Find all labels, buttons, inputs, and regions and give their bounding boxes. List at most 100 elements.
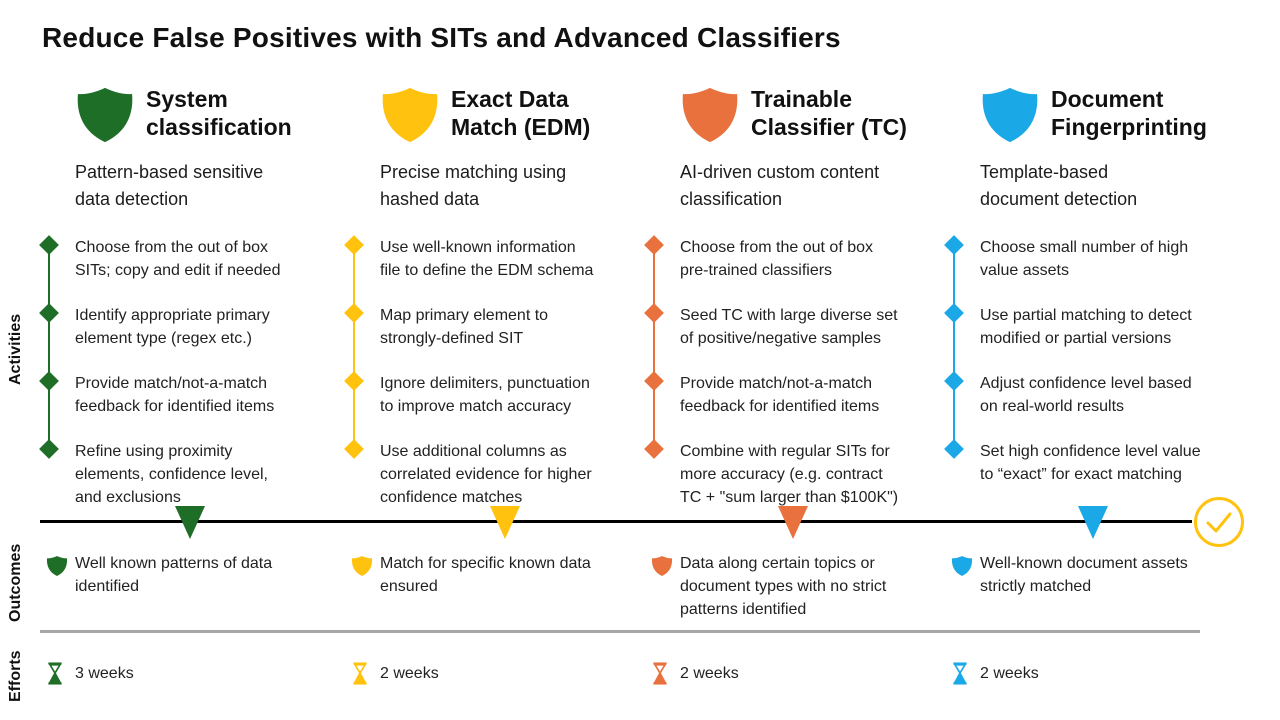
activity-text: Identify appropriate primary element typ… xyxy=(75,307,270,347)
shield-icon xyxy=(77,87,133,143)
column-subtitle: Pattern-based sensitive data detection xyxy=(75,162,264,209)
column-document-fingerprinting: Document Fingerprinting Template-based d… xyxy=(944,85,1247,508)
shield-icon xyxy=(382,87,438,143)
page-title: Reduce False Positives with SITs and Adv… xyxy=(42,22,841,53)
outcome-item: Well-known document assets strictly matc… xyxy=(945,552,1247,598)
column-header: Document Fingerprinting xyxy=(980,85,1247,143)
outcome-text: Well-known document assets strictly matc… xyxy=(980,555,1188,595)
outcome-text: Well known patterns of data identified xyxy=(75,555,273,595)
diamond-icon xyxy=(344,371,364,391)
activity-text: Refine using proximity elements, confide… xyxy=(75,443,268,506)
diamond-icon xyxy=(344,303,364,323)
activity-text: Choose from the out of box SITs; copy an… xyxy=(75,239,281,279)
arrow-down-icon xyxy=(778,506,808,539)
hourglass-icon xyxy=(653,662,667,685)
diamond-icon xyxy=(944,303,964,323)
arrow-down-icon xyxy=(1078,506,1108,539)
outcome-item: Well known patterns of data identified xyxy=(40,552,342,598)
activities-list: Choose small number of high value assets… xyxy=(944,235,1247,486)
activity-text: Choose from the out of box pre-trained c… xyxy=(680,239,873,279)
timeline-axis xyxy=(40,520,1192,523)
outcome-text: Match for specific known data ensured xyxy=(380,555,591,595)
hourglass-icon xyxy=(353,662,367,685)
column-title: Document Fingerprinting xyxy=(1051,86,1207,140)
activity-item: Map primary element to strongly-defined … xyxy=(344,303,647,382)
activity-text: Seed TC with large diverse set of positi… xyxy=(680,307,898,347)
activity-item: Use well-known information file to defin… xyxy=(344,235,647,314)
activity-item: Ignore delimiters, punctuation to improv… xyxy=(344,371,647,450)
activity-item: Combine with regular SITs for more accur… xyxy=(644,439,947,509)
activity-item: Provide match/not-a-match feedback for i… xyxy=(644,371,947,450)
diamond-icon xyxy=(644,371,664,391)
activity-item: Choose from the out of box SITs; copy an… xyxy=(39,235,342,314)
outcome-item: Data along certain topics or document ty… xyxy=(645,552,947,621)
diamond-icon xyxy=(644,439,664,459)
diamond-icon xyxy=(344,235,364,255)
activity-item: Choose small number of high value assets xyxy=(944,235,1247,314)
outcome-text: Data along certain topics or document ty… xyxy=(680,555,887,618)
diamond-icon xyxy=(344,439,364,459)
diamond-icon xyxy=(39,439,59,459)
activity-text: Use partial matching to detect modified … xyxy=(980,307,1192,347)
activity-item: Seed TC with large diverse set of positi… xyxy=(644,303,947,382)
activity-item: Refine using proximity elements, confide… xyxy=(39,439,342,509)
effort-item: 2 weeks xyxy=(645,660,947,687)
activity-text: Combine with regular SITs for more accur… xyxy=(680,443,899,506)
outcomes-label: Outcomes xyxy=(7,543,24,623)
effort-item: 2 weeks xyxy=(945,660,1247,687)
shield-icon xyxy=(682,87,738,143)
activity-text: Set high confidence level value to “exac… xyxy=(980,443,1201,483)
column-title: System classification xyxy=(146,86,292,140)
diamond-icon xyxy=(944,371,964,391)
activity-item: Provide match/not-a-match feedback for i… xyxy=(39,371,342,450)
section-divider xyxy=(40,630,1200,633)
activity-text: Map primary element to strongly-defined … xyxy=(380,307,549,347)
activity-text: Choose small number of high value assets xyxy=(980,239,1189,279)
column-header: System classification xyxy=(75,85,342,143)
column-subtitle: Precise matching using hashed data xyxy=(380,162,567,209)
column-trainable-classifier: Trainable Classifier (TC) AI-driven cust… xyxy=(644,85,947,531)
column-system-classification: System classification Pattern-based sens… xyxy=(39,85,342,531)
check-circle-icon xyxy=(1194,497,1244,547)
effort-text: 2 weeks xyxy=(680,664,739,682)
effort-item: 3 weeks xyxy=(40,660,342,687)
shield-icon xyxy=(951,556,973,576)
diamond-icon xyxy=(644,303,664,323)
activities-list: Choose from the out of box SITs; copy an… xyxy=(39,235,342,509)
column-header: Exact Data Match (EDM) xyxy=(380,85,647,143)
shield-icon xyxy=(351,556,373,576)
activity-item: Use additional columns as correlated evi… xyxy=(344,439,647,509)
activity-item: Use partial matching to detect modified … xyxy=(944,303,1247,382)
activity-text: Adjust confidence level based on real-wo… xyxy=(980,375,1192,415)
activity-item: Identify appropriate primary element typ… xyxy=(39,303,342,382)
activity-text: Provide match/not-a-match feedback for i… xyxy=(75,375,275,415)
activity-item: Adjust confidence level based on real-wo… xyxy=(944,371,1247,450)
diamond-icon xyxy=(644,235,664,255)
effort-text: 2 weeks xyxy=(380,664,439,682)
effort-text: 3 weeks xyxy=(75,664,134,682)
effort-item: 2 weeks xyxy=(345,660,647,687)
outcome-item: Match for specific known data ensured xyxy=(345,552,647,598)
activity-text: Use well-known information file to defin… xyxy=(380,239,594,279)
effort-text: 2 weeks xyxy=(980,664,1039,682)
hourglass-icon xyxy=(953,662,967,685)
shield-icon xyxy=(46,556,68,576)
shield-icon xyxy=(982,87,1038,143)
activity-text: Provide match/not-a-match feedback for i… xyxy=(680,375,880,415)
diamond-icon xyxy=(944,439,964,459)
diamond-icon xyxy=(39,371,59,391)
diamond-icon xyxy=(39,235,59,255)
column-exact-data-match: Exact Data Match (EDM) Precise matching … xyxy=(344,85,647,531)
activities-list: Use well-known information file to defin… xyxy=(344,235,647,509)
activity-item: Choose from the out of box pre-trained c… xyxy=(644,235,947,314)
column-title: Exact Data Match (EDM) xyxy=(451,86,591,140)
activities-list: Choose from the out of box pre-trained c… xyxy=(644,235,947,509)
diamond-icon xyxy=(39,303,59,323)
arrow-down-icon xyxy=(175,506,205,539)
column-header: Trainable Classifier (TC) xyxy=(680,85,947,143)
column-title: Trainable Classifier (TC) xyxy=(751,86,907,140)
activity-text: Use additional columns as correlated evi… xyxy=(380,443,592,506)
arrow-down-icon xyxy=(490,506,520,539)
shield-icon xyxy=(651,556,673,576)
